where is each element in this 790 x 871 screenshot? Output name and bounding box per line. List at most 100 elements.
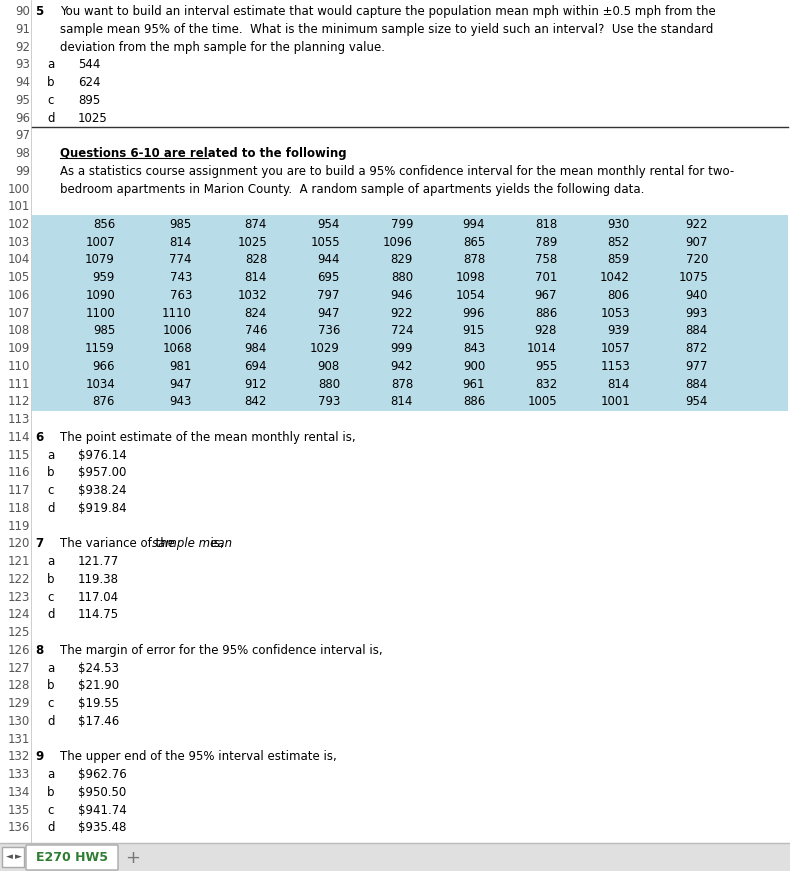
Text: 7: 7 <box>35 537 43 550</box>
Text: b: b <box>47 76 55 89</box>
Text: a: a <box>47 768 55 781</box>
Bar <box>32 304 788 322</box>
Text: 131: 131 <box>8 733 30 746</box>
Text: 947: 947 <box>170 378 192 391</box>
Text: 876: 876 <box>92 395 115 408</box>
Text: 947: 947 <box>318 307 340 320</box>
Text: a: a <box>47 555 55 568</box>
Text: 865: 865 <box>463 236 485 249</box>
Text: E270 HW5: E270 HW5 <box>36 851 108 864</box>
Text: 1025: 1025 <box>78 111 107 125</box>
Text: 880: 880 <box>391 271 413 284</box>
Text: 112: 112 <box>7 395 30 408</box>
Text: $919.84: $919.84 <box>78 502 126 515</box>
Text: 118: 118 <box>8 502 30 515</box>
Text: 120: 120 <box>8 537 30 550</box>
Text: d: d <box>47 821 55 834</box>
Text: 884: 884 <box>686 325 708 337</box>
Text: 774: 774 <box>170 253 192 267</box>
Text: 1032: 1032 <box>237 289 267 302</box>
Text: 954: 954 <box>686 395 708 408</box>
Text: 828: 828 <box>245 253 267 267</box>
Text: c: c <box>47 484 54 497</box>
Bar <box>32 268 788 287</box>
Text: $19.55: $19.55 <box>78 697 119 710</box>
Text: b: b <box>47 786 55 799</box>
Text: 829: 829 <box>390 253 413 267</box>
Text: 102: 102 <box>8 218 30 231</box>
FancyBboxPatch shape <box>26 845 118 870</box>
Text: 922: 922 <box>686 218 708 231</box>
Text: 793: 793 <box>318 395 340 408</box>
Text: +: + <box>125 848 140 867</box>
Text: 814: 814 <box>608 378 630 391</box>
Text: 117.04: 117.04 <box>78 591 119 604</box>
Text: 886: 886 <box>463 395 485 408</box>
Text: 121.77: 121.77 <box>78 555 119 568</box>
Text: 907: 907 <box>686 236 708 249</box>
Text: The margin of error for the 95% confidence interval is,: The margin of error for the 95% confiden… <box>60 644 382 657</box>
Text: c: c <box>47 591 54 604</box>
Text: 133: 133 <box>8 768 30 781</box>
Text: 874: 874 <box>245 218 267 231</box>
Text: 930: 930 <box>608 218 630 231</box>
Text: 999: 999 <box>390 342 413 355</box>
Text: 1110: 1110 <box>162 307 192 320</box>
Text: 994: 994 <box>462 218 485 231</box>
Text: 943: 943 <box>170 395 192 408</box>
Text: 1007: 1007 <box>85 236 115 249</box>
Text: The point estimate of the mean monthly rental is,: The point estimate of the mean monthly r… <box>60 431 356 444</box>
Text: 878: 878 <box>463 253 485 267</box>
Text: 955: 955 <box>535 360 557 373</box>
Bar <box>0 843 790 871</box>
Text: 1001: 1001 <box>600 395 630 408</box>
Text: 624: 624 <box>78 76 100 89</box>
Text: 967: 967 <box>535 289 557 302</box>
Bar <box>32 321 788 341</box>
Text: 799: 799 <box>390 218 413 231</box>
Text: $957.00: $957.00 <box>78 467 126 479</box>
Text: 928: 928 <box>535 325 557 337</box>
Text: $950.50: $950.50 <box>78 786 126 799</box>
Text: 103: 103 <box>8 236 30 249</box>
Text: c: c <box>47 697 54 710</box>
Text: 130: 130 <box>8 715 30 728</box>
Text: 1098: 1098 <box>455 271 485 284</box>
Text: 125: 125 <box>8 626 30 639</box>
Text: 915: 915 <box>463 325 485 337</box>
Text: c: c <box>47 804 54 817</box>
Text: 8: 8 <box>35 644 43 657</box>
Text: 1042: 1042 <box>600 271 630 284</box>
Bar <box>32 251 788 269</box>
Text: 91: 91 <box>15 23 30 36</box>
Text: 981: 981 <box>170 360 192 373</box>
Text: 93: 93 <box>15 58 30 71</box>
Text: 114.75: 114.75 <box>78 609 119 621</box>
Text: 95: 95 <box>15 94 30 107</box>
Text: 129: 129 <box>7 697 30 710</box>
Text: 977: 977 <box>686 360 708 373</box>
Text: 124: 124 <box>7 609 30 621</box>
Text: 959: 959 <box>92 271 115 284</box>
Text: $935.48: $935.48 <box>78 821 126 834</box>
Text: 115: 115 <box>8 449 30 462</box>
Bar <box>32 287 788 305</box>
Text: 1159: 1159 <box>85 342 115 355</box>
Text: 984: 984 <box>245 342 267 355</box>
Text: a: a <box>47 58 55 71</box>
Text: 116: 116 <box>7 467 30 479</box>
Text: 944: 944 <box>318 253 340 267</box>
Text: 814: 814 <box>390 395 413 408</box>
Text: 694: 694 <box>244 360 267 373</box>
Text: 106: 106 <box>8 289 30 302</box>
Text: 99: 99 <box>15 165 30 178</box>
Text: 1014: 1014 <box>527 342 557 355</box>
Text: $938.24: $938.24 <box>78 484 126 497</box>
Text: 1079: 1079 <box>85 253 115 267</box>
Text: 98: 98 <box>15 147 30 160</box>
Text: $976.14: $976.14 <box>78 449 126 462</box>
Text: 1053: 1053 <box>600 307 630 320</box>
Bar <box>32 375 788 394</box>
Text: 940: 940 <box>686 289 708 302</box>
Text: $21.90: $21.90 <box>78 679 119 692</box>
